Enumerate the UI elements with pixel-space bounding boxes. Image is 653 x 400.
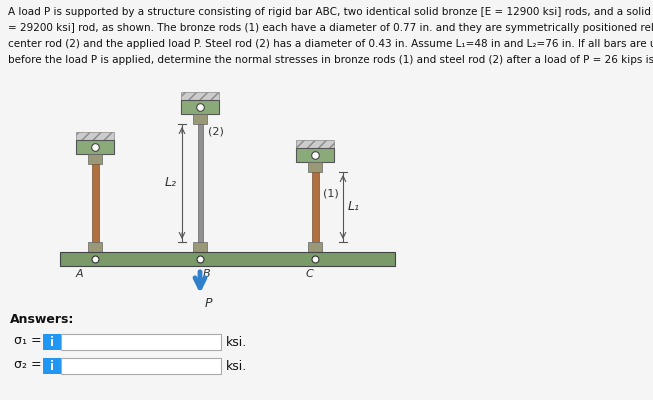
Bar <box>193 114 207 124</box>
Text: σ₂ =: σ₂ = <box>14 358 42 372</box>
Bar <box>181 100 219 114</box>
Text: P: P <box>205 297 212 310</box>
Text: B: B <box>203 269 211 279</box>
Text: σ₁ =: σ₁ = <box>14 334 42 348</box>
Text: center rod (2) and the applied load P. Steel rod (2) has a diameter of 0.43 in. : center rod (2) and the applied load P. S… <box>8 39 653 49</box>
Bar <box>76 132 114 140</box>
Bar <box>61 358 221 374</box>
Bar <box>296 140 334 148</box>
Bar <box>60 252 395 266</box>
Text: Answers:: Answers: <box>10 313 74 326</box>
Text: A: A <box>75 269 83 279</box>
Bar <box>193 242 207 252</box>
Text: (1): (1) <box>323 188 339 198</box>
Bar <box>312 172 319 242</box>
Text: ksi.: ksi. <box>226 360 247 372</box>
Text: C: C <box>305 269 313 279</box>
Text: = 29200 ksi] rod, as shown. The bronze rods (1) each have a diameter of 0.77 in.: = 29200 ksi] rod, as shown. The bronze r… <box>8 23 653 33</box>
Text: ksi.: ksi. <box>226 336 247 348</box>
Text: L₁: L₁ <box>348 200 360 214</box>
Text: L₂: L₂ <box>165 176 177 190</box>
Bar <box>308 162 322 172</box>
Bar <box>92 164 99 242</box>
Bar <box>308 242 322 252</box>
Bar <box>76 140 114 154</box>
Text: i: i <box>50 360 54 372</box>
Bar <box>88 154 102 164</box>
Bar <box>61 334 221 350</box>
Bar <box>43 358 61 374</box>
Bar <box>198 124 203 242</box>
Bar <box>88 242 102 252</box>
Text: before the load P is applied, determine the normal stresses in bronze rods (1) a: before the load P is applied, determine … <box>8 55 653 65</box>
Bar <box>43 334 61 350</box>
Bar <box>296 148 334 162</box>
Text: i: i <box>50 336 54 348</box>
Text: A load P is supported by a structure consisting of rigid bar ABC, two identical : A load P is supported by a structure con… <box>8 7 653 17</box>
Bar <box>181 92 219 100</box>
Text: (2): (2) <box>208 127 224 137</box>
